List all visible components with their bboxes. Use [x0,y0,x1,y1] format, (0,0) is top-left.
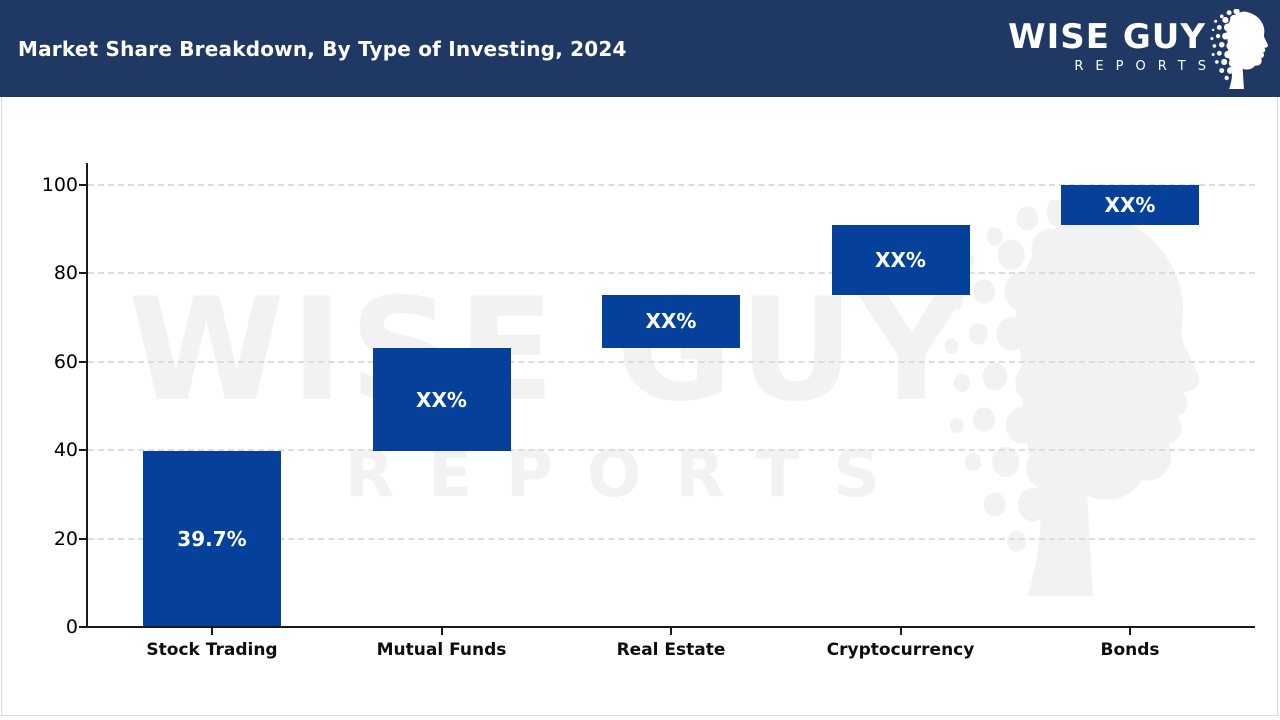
bar-cryptocurrency: XX% [831,224,970,296]
x-axis-line [86,626,1255,628]
gridline-40 [88,449,1255,451]
x-axis-tick [1129,628,1131,635]
y-axis-tick [79,537,87,540]
bar-stock-trading: 39.7% [143,451,281,627]
y-axis-tick [79,272,87,274]
wise-guy-head-icon [1210,9,1269,89]
y-axis-tick-label: 80 [53,262,78,284]
bar-value-label: XX% [875,247,926,272]
logo-subtitle: REPORTS [1074,59,1218,74]
y-axis-line [86,163,88,628]
bar-value-label: XX% [416,387,467,412]
x-axis-tick [899,628,902,635]
y-axis-tick-label: 60 [53,350,78,373]
bar-value-label: XX% [1104,193,1156,218]
gridline-80 [88,272,1255,274]
bar-real-estate: XX% [602,295,740,348]
x-axis-label-mutual-funds: Mutual Funds [376,640,507,660]
x-axis-label-cryptocurrency: Cryptocurrency [826,640,975,660]
logo-wordmark: WISE GUY [1008,17,1206,57]
chart-title: Market Share Breakdown, By Type of Inves… [18,36,627,61]
x-axis-label-bonds: Bonds [1100,640,1160,660]
y-axis-tick-label: 40 [53,439,78,461]
x-axis-tick [440,628,443,635]
bar-mutual-funds: XX% [372,347,511,452]
y-axis-tick-label: 100 [41,173,78,196]
gridline-20 [88,537,1255,540]
header-bar: Market Share Breakdown, By Type of Inves… [0,0,1280,97]
y-axis-tick [79,183,87,186]
gridline-100 [88,183,1255,186]
y-axis-tick-label: 0 [65,616,78,638]
y-axis-tick [79,360,87,363]
x-axis-label-stock-trading: Stock Trading [146,640,278,660]
y-axis-tick-label: 20 [53,527,78,550]
logo-text: WISE GUY REPORTS [1008,20,1206,74]
x-axis-tick [211,628,213,635]
x-axis-label-real-estate: Real Estate [616,640,726,660]
gridline-60 [88,360,1255,363]
bar-value-label: XX% [645,309,697,334]
y-axis-tick [79,626,87,628]
watermark-wordmark: WISE GUY [128,268,969,433]
bar-bonds: XX% [1061,185,1199,225]
y-axis-tick [79,449,87,451]
bar-value-label: 39.7% [177,527,247,552]
wise-guy-reports-logo: WISE GUY REPORTS [1008,4,1270,94]
x-axis-tick [670,628,672,635]
